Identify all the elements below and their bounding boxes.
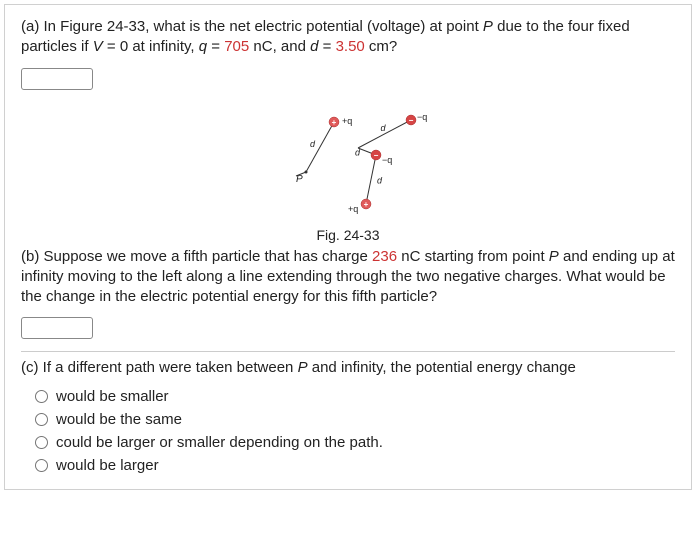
- charge-value: 236: [372, 248, 397, 265]
- option-label: would be smaller: [56, 388, 169, 405]
- svg-text:+q: +q: [342, 116, 352, 126]
- radio-input[interactable]: [35, 436, 48, 449]
- problem-container: (a) In Figure 24-33, what is the net ele…: [4, 4, 692, 490]
- text: cm?: [365, 38, 398, 55]
- svg-text:−: −: [409, 116, 414, 125]
- text: = 0 at infinity,: [103, 38, 199, 55]
- option-row[interactable]: would be the same: [21, 408, 675, 431]
- part-a-text: (a) In Figure 24-33, what is the net ele…: [21, 17, 675, 58]
- radio-input[interactable]: [35, 413, 48, 426]
- option-label: would be the same: [56, 411, 182, 428]
- radio-input[interactable]: [35, 459, 48, 472]
- text: =: [207, 38, 224, 55]
- d-value: 3.50: [336, 38, 365, 55]
- option-row[interactable]: would be smaller: [21, 385, 675, 408]
- figure-caption: Fig. 24-33: [21, 227, 675, 243]
- var-P: P: [298, 359, 308, 376]
- text: nC starting from point: [397, 248, 549, 265]
- part-c-text: (c) If a different path were taken betwe…: [21, 358, 675, 378]
- text: (a) In Figure 24-33, what is the net ele…: [21, 18, 483, 35]
- svg-text:−q: −q: [382, 155, 392, 165]
- option-row[interactable]: could be larger or smaller depending on …: [21, 431, 675, 454]
- text: nC, and: [249, 38, 310, 55]
- answer-a-input[interactable]: [21, 68, 93, 90]
- q-value: 705: [224, 38, 249, 55]
- var-P: P: [549, 248, 559, 265]
- svg-text:−: −: [374, 151, 379, 160]
- var-V: V: [93, 38, 103, 55]
- svg-text:+: +: [364, 200, 369, 209]
- part-c-options: would be smaller would be the same could…: [21, 385, 675, 477]
- text: (c) If a different path were taken betwe…: [21, 359, 298, 376]
- option-label: would be larger: [56, 457, 159, 474]
- text: (b) Suppose we move a fifth particle tha…: [21, 248, 372, 265]
- var-q: q: [199, 38, 207, 55]
- svg-text:P: P: [296, 174, 303, 185]
- text: =: [318, 38, 335, 55]
- svg-text:d: d: [377, 175, 383, 185]
- part-b-text: (b) Suppose we move a fifth particle tha…: [21, 247, 675, 308]
- svg-text:+q: +q: [348, 204, 358, 214]
- radio-input[interactable]: [35, 390, 48, 403]
- svg-text:−q: −q: [417, 112, 427, 122]
- answer-b-input[interactable]: [21, 317, 93, 339]
- text: and infinity, the potential energy chang…: [308, 359, 576, 376]
- figure-wrap: +−−+P+q−q−q+qdddd Fig. 24-33: [21, 100, 675, 243]
- svg-text:+: +: [332, 118, 337, 127]
- svg-text:d: d: [310, 139, 316, 149]
- svg-text:d: d: [381, 123, 387, 133]
- divider: [21, 351, 675, 352]
- figure-svg: +−−+P+q−q−q+qdddd: [238, 100, 458, 220]
- var-P: P: [483, 18, 493, 35]
- option-label: could be larger or smaller depending on …: [56, 434, 383, 451]
- option-row[interactable]: would be larger: [21, 454, 675, 477]
